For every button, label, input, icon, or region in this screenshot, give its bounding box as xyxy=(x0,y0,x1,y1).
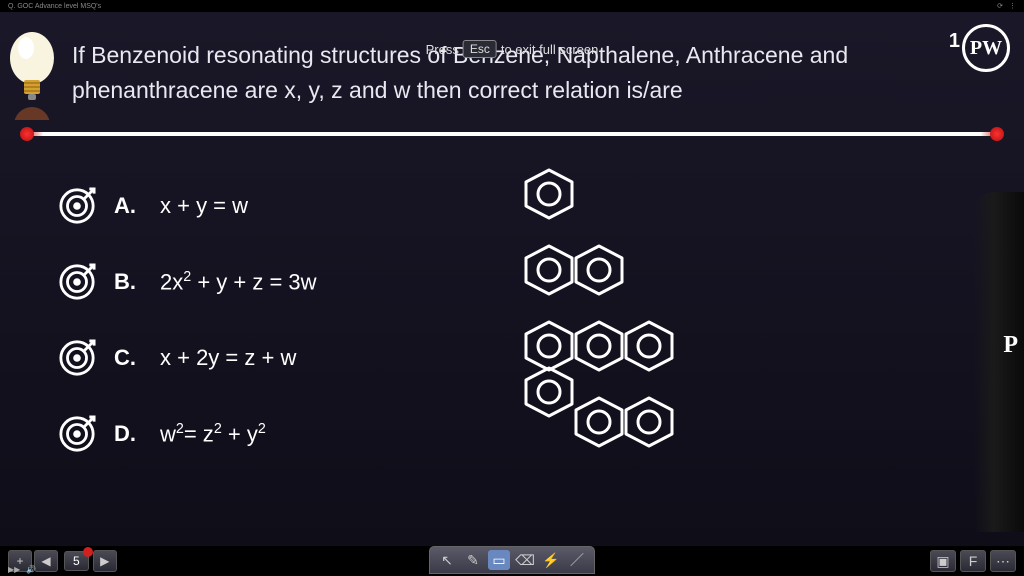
logo-text: PW xyxy=(970,37,1002,60)
more-tool[interactable]: ⋯ xyxy=(990,550,1016,572)
option-expr: w2= z2 + y2 xyxy=(160,421,266,447)
option-expr: 2x2 + y + z = 3w xyxy=(160,269,317,295)
tool-tray: ↖ ✎ ▭ ⌫ ⚡ ／ xyxy=(429,546,595,574)
target-icon xyxy=(58,187,96,225)
option-expr: x + y = w xyxy=(160,193,248,219)
pw-logo: PW xyxy=(962,24,1010,72)
hexagon-icon xyxy=(520,167,578,221)
eraser-tool[interactable]: ⌫ xyxy=(514,550,536,570)
presenter-silhouette xyxy=(974,192,1024,532)
play-icon[interactable]: ▶▶ xyxy=(8,565,20,574)
nav-buttons-2: ▶ xyxy=(93,550,117,572)
hexagon-icon xyxy=(570,243,628,297)
hint-prefix: Press xyxy=(426,42,459,57)
tab-title: Q. GOC Advance level MSQ's xyxy=(8,3,101,10)
right-tool-tray: ▣ F ⋯ xyxy=(930,550,1016,572)
option-c[interactable]: C. x + 2y = z + w xyxy=(58,339,317,377)
hint-suffix: to exit full screen xyxy=(501,42,599,57)
wand-tool[interactable]: ⚡ xyxy=(540,550,562,570)
cursor-tool[interactable]: ↖ xyxy=(436,550,458,570)
fullscreen-hint: Press Esc to exit full screen xyxy=(426,40,599,58)
hexagon-icon xyxy=(620,395,678,449)
option-d[interactable]: D. w2= z2 + y2 xyxy=(58,415,317,453)
hex-row xyxy=(520,167,670,221)
target-icon xyxy=(58,339,96,377)
slide-area: Press Esc to exit full screen 1 PW If Be… xyxy=(0,12,1024,546)
bottom-toolbar: + ◀ 5 ▶ ↖ ✎ ▭ ⌫ ⚡ ／ ▣ F ⋯ xyxy=(0,546,1024,576)
option-a[interactable]: A. x + y = w xyxy=(58,187,317,225)
volume-icon[interactable]: 🔊 xyxy=(26,565,36,574)
option-label: A. xyxy=(114,193,136,219)
lightbulb-icon xyxy=(8,30,56,120)
option-label: D. xyxy=(114,421,136,447)
rect-tool[interactable]: ▭ xyxy=(488,550,510,570)
options-list: A. x + y = w B. 2x2 + y + z = 3w C. x + … xyxy=(58,187,317,453)
browser-topbar: Q. GOC Advance level MSQ's ⟳ ⋮ xyxy=(0,0,1024,12)
page-badge xyxy=(83,547,93,557)
text-tool[interactable]: F xyxy=(960,550,986,572)
topbar-right: ⟳ ⋮ xyxy=(997,2,1016,10)
menu-icon: ⋮ xyxy=(1009,2,1016,10)
line-tool[interactable]: ／ xyxy=(566,550,588,570)
video-controls: ▶▶ 🔊 xyxy=(8,565,36,574)
page-indicator[interactable]: 5 xyxy=(64,551,89,571)
question-number: 1 xyxy=(949,30,960,53)
nav-prev-button[interactable]: ◀ xyxy=(34,550,58,572)
divider-line xyxy=(24,132,1000,136)
hex-row xyxy=(520,395,670,449)
target-icon xyxy=(58,263,96,301)
pen-tool[interactable]: ✎ xyxy=(462,550,484,570)
option-label: B. xyxy=(114,269,136,295)
hex-row xyxy=(520,243,670,297)
page-number: 5 xyxy=(73,554,80,568)
molecule-drawings xyxy=(520,167,670,449)
option-expr: x + 2y = z + w xyxy=(160,345,296,371)
screenshot-tool[interactable]: ▣ xyxy=(930,550,956,572)
nav-next-button[interactable]: ▶ xyxy=(93,550,117,572)
hexagon-icon xyxy=(620,319,678,373)
sync-icon: ⟳ xyxy=(997,2,1003,10)
target-icon xyxy=(58,415,96,453)
option-label: C. xyxy=(114,345,136,371)
esc-key[interactable]: Esc xyxy=(463,40,497,58)
option-b[interactable]: B. 2x2 + y + z = 3w xyxy=(58,263,317,301)
